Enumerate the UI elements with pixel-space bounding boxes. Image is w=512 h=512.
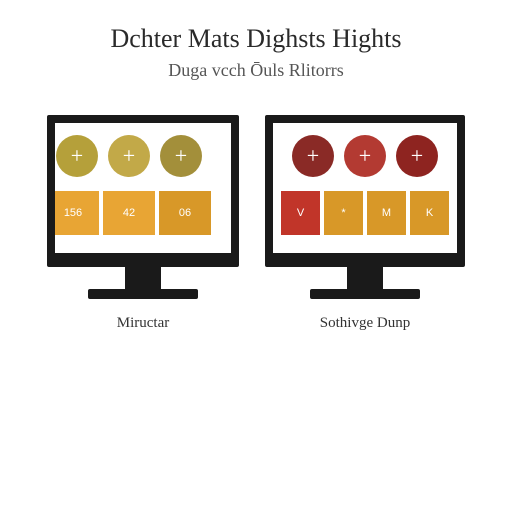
left-bar-2-label: 06: [179, 207, 191, 219]
left-dot-2[interactable]: +: [160, 135, 202, 177]
left-bar-1-label: 42: [123, 207, 135, 219]
plus-icon: +: [175, 145, 187, 167]
right-dot-0[interactable]: +: [292, 135, 334, 177]
right-dot-1[interactable]: +: [344, 135, 386, 177]
monitor-left: + + + 156: [47, 115, 239, 299]
monitor-right-wrap: + + + V: [265, 115, 465, 332]
monitor-left-caption: Miructar: [117, 315, 169, 332]
plus-icon: +: [307, 145, 319, 167]
right-dot-2[interactable]: +: [396, 135, 438, 177]
monitor-left-screen: + + + 156: [47, 115, 239, 267]
page-subtitle: Duga vcch Ōuls Rlitorrs: [20, 60, 492, 81]
left-bar-row: 156 42 06: [47, 191, 223, 235]
left-bar-0: 156: [47, 191, 99, 235]
monitor-right-stand-base: [310, 289, 420, 299]
left-bar-1: 42: [103, 191, 155, 235]
right-bar-1: *: [324, 191, 363, 235]
plus-icon: +: [411, 145, 423, 167]
left-dots-row: + + +: [47, 135, 223, 177]
left-dot-0[interactable]: +: [56, 135, 98, 177]
monitor-right-content: + + + V: [273, 123, 457, 253]
monitor-left-wrap: + + + 156: [47, 115, 239, 332]
left-dot-1[interactable]: +: [108, 135, 150, 177]
monitor-right-screen: + + + V: [265, 115, 465, 267]
monitors-row: + + + 156: [20, 115, 492, 332]
page-title: Dchter Mats Dighsts Hights: [20, 24, 492, 54]
monitor-right: + + + V: [265, 115, 465, 299]
monitor-left-stand-base: [88, 289, 198, 299]
infographic-container: Dchter Mats Dighsts Hights Duga vcch Ōul…: [0, 0, 512, 512]
right-bar-0-label: V: [297, 207, 304, 219]
plus-icon: +: [123, 145, 135, 167]
right-bar-2: M: [367, 191, 406, 235]
right-bar-3: K: [410, 191, 449, 235]
right-bar-3-label: K: [426, 207, 433, 219]
monitor-left-content: + + + 156: [47, 123, 231, 253]
left-bar-0-label: 156: [64, 207, 82, 219]
left-bar-2: 06: [159, 191, 211, 235]
right-bar-0: V: [281, 191, 320, 235]
right-dots-row: + + +: [281, 135, 449, 177]
plus-icon: +: [359, 145, 371, 167]
right-bar-2-label: M: [382, 207, 391, 219]
plus-icon: +: [71, 145, 83, 167]
right-bar-row: V * M K: [281, 191, 449, 235]
monitor-left-stand-neck: [125, 267, 161, 289]
right-bar-1-label: *: [341, 207, 345, 219]
monitor-right-stand-neck: [347, 267, 383, 289]
monitor-right-caption: Sothivge Dunp: [320, 315, 410, 332]
